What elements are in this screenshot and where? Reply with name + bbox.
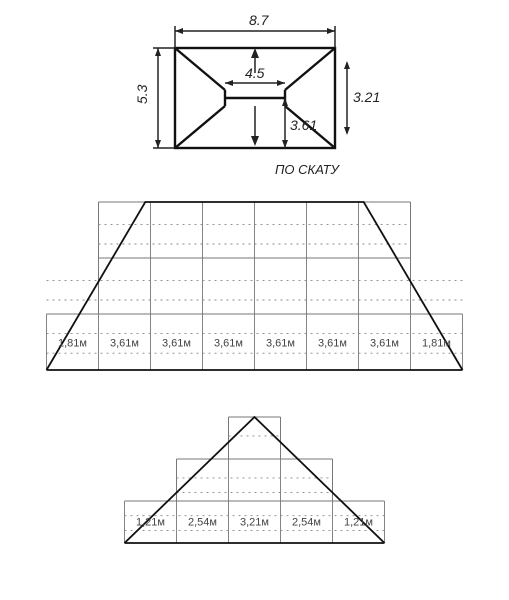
panel-a-cell-label: 3,61м — [318, 337, 347, 349]
note-po-skatu: ПО СКАТУ — [275, 162, 341, 177]
panel-a-cell-label: 3,61м — [214, 337, 243, 349]
panel-a-cell-label: 3,61м — [370, 337, 399, 349]
panel-a-cell-label: 3,61м — [266, 337, 295, 349]
panel-b: 1,21м 2,54м 3,21м 2,54м 1,21м — [0, 405, 509, 575]
panel-b-cell-label: 2,54м — [188, 516, 217, 528]
panel-a-cell-label: 3,61м — [110, 337, 139, 349]
dim-slope-b: 3.21 — [353, 89, 380, 105]
panel-a: 1,81м 3,61м 3,61м 3,61м 3,61м 3,61м 3,61м 1,81м — [0, 190, 509, 390]
panel-a-cell-label: 1,81м — [58, 337, 87, 349]
panel-a-cell-label: 1,81м — [422, 337, 451, 349]
page-root: { "top_sketch": { "outer_w_label": "8.7"… — [0, 0, 509, 600]
dim-outer-width: 8.7 — [249, 12, 270, 28]
panel-a-cell-label: 3,61м — [162, 337, 191, 349]
dim-outer-height: 5.3 — [134, 84, 150, 104]
top-sketch: 8.7 5.3 4.5 3.61 3.21 ПО СКАТУ — [0, 0, 509, 185]
panel-b-cell-label: 3,21м — [240, 516, 269, 528]
panel-b-cell-label: 1,21м — [344, 516, 373, 528]
panel-b-cell-label: 1,21м — [136, 516, 165, 528]
dim-slope-a: 3.61 — [290, 117, 317, 133]
panel-b-cell-label: 2,54м — [292, 516, 321, 528]
